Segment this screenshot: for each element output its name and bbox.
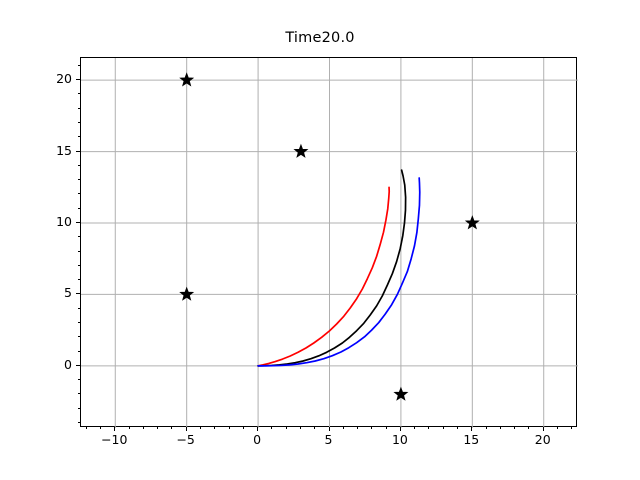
y-axis-tick-minor [78, 93, 80, 95]
x-axis-tick-label: −5 [176, 432, 195, 447]
y-axis-tick-major [76, 364, 80, 366]
y-axis-tick-minor [78, 250, 80, 252]
y-axis-tick-minor [78, 264, 80, 266]
x-axis-tick-minor [442, 427, 444, 429]
y-axis-tick-major [76, 150, 80, 152]
x-axis-tick-minor [171, 427, 173, 429]
x-axis-tick-major [185, 427, 187, 431]
x-axis-tick-minor [214, 427, 216, 429]
y-axis-tick-minor [78, 236, 80, 238]
x-axis-tick-minor [485, 427, 487, 429]
x-axis-tick-minor [571, 427, 573, 429]
y-axis-tick-minor [78, 164, 80, 166]
y-axis-tick-minor [78, 179, 80, 181]
star-marker [393, 386, 409, 401]
y-axis-tick-label: 5 [64, 285, 72, 301]
x-axis-tick-minor [371, 427, 373, 429]
y-axis-tick-label: 0 [64, 356, 72, 372]
x-axis-tick-major [471, 427, 473, 431]
y-axis-tick-minor [78, 379, 80, 381]
y-axis-tick-minor [78, 336, 80, 338]
x-axis-tick-minor [528, 427, 530, 429]
y-axis-tick-major [76, 222, 80, 223]
x-axis-tick-minor [142, 427, 144, 429]
trajectory-red [257, 186, 391, 367]
x-axis-tick-minor [299, 427, 301, 429]
x-axis-tick-minor [128, 427, 130, 429]
x-axis-tick-major [114, 427, 116, 431]
x-axis-tick-minor [314, 427, 316, 429]
x-axis-tick-major [542, 427, 544, 431]
chart-title: Time20.0 [285, 30, 355, 46]
x-axis-tick-major [257, 427, 259, 431]
y-axis-tick-minor [78, 407, 80, 409]
y-axis-tick-label: 10 [56, 214, 72, 229]
x-axis-tick-minor [157, 427, 159, 429]
star-marker [293, 143, 309, 158]
x-axis-tick-minor [457, 427, 459, 429]
y-axis-tick-minor [78, 279, 80, 281]
x-axis-tick-minor [271, 427, 273, 429]
y-axis-tick-minor [78, 136, 80, 138]
trajectory-blue [257, 177, 421, 367]
star-marker [179, 72, 195, 87]
x-axis-tick-minor [414, 427, 416, 429]
y-axis-tick-minor [78, 307, 80, 309]
y-axis-tick-label: 15 [56, 142, 72, 158]
y-axis-tick-major [76, 293, 80, 295]
x-axis-tick-major [328, 427, 330, 431]
x-axis-tick-minor [499, 427, 501, 429]
y-axis-tick-minor [78, 122, 80, 123]
x-axis-tick-minor [99, 427, 101, 429]
y-axis-tick-label: 20 [56, 71, 72, 87]
x-axis-tick-minor [85, 427, 87, 429]
y-axis-tick-minor [78, 193, 80, 195]
x-axis-tick-minor [228, 427, 230, 429]
x-axis-tick-label: 15 [463, 432, 480, 447]
x-axis-tick-minor [242, 427, 244, 429]
y-axis-tick-minor [78, 107, 80, 109]
gridlines [81, 58, 578, 428]
x-axis-tick-major [399, 427, 401, 431]
trajectory-black [257, 169, 407, 367]
star-marker [179, 286, 195, 301]
x-axis-tick-label: 0 [253, 432, 262, 447]
x-axis-tick-label: 5 [324, 432, 333, 447]
x-axis-tick-minor [385, 427, 387, 429]
x-axis-tick-minor [357, 427, 359, 429]
x-axis-tick-minor [199, 427, 201, 429]
x-axis-tick-minor [557, 427, 558, 429]
x-axis-tick-label: −10 [101, 432, 128, 447]
y-axis-tick-minor [78, 64, 80, 66]
y-axis-tick-minor [78, 350, 80, 352]
x-axis-tick-label: 10 [391, 432, 408, 447]
x-axis-tick-minor [428, 427, 430, 429]
x-axis-tick-minor [514, 427, 516, 429]
y-axis-tick-minor [78, 393, 80, 395]
y-axis-tick-major [76, 79, 80, 81]
plot-area [81, 58, 578, 428]
y-axis-tick-minor [78, 207, 80, 209]
y-axis-tick-minor [78, 322, 80, 323]
y-axis-tick-minor [78, 422, 80, 423]
plot-axes [80, 57, 578, 428]
star-marker [464, 215, 480, 230]
x-axis-tick-minor [285, 427, 287, 429]
x-axis-tick-minor [342, 427, 344, 429]
x-axis-tick-label: 20 [534, 432, 551, 447]
